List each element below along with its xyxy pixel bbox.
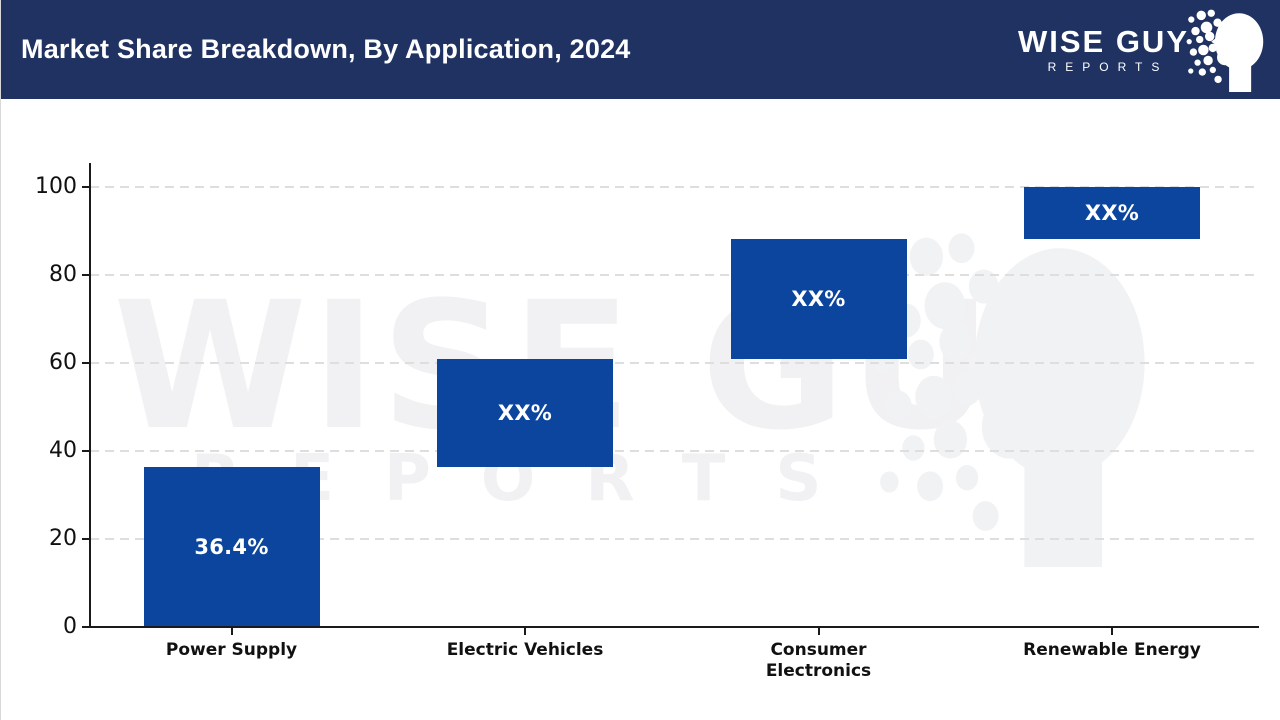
bar-value-label: XX% bbox=[791, 287, 846, 312]
page-title: Market Share Breakdown, By Application, … bbox=[21, 34, 631, 64]
plot-area: 0 20 40 60 80 100 36.4% Power Supply XX% Electric… bbox=[1, 99, 1280, 720]
y-tick-label: 0 bbox=[63, 614, 77, 639]
x-axis-line bbox=[89, 626, 1259, 628]
y-tick bbox=[82, 186, 89, 188]
y-tick-label: 20 bbox=[49, 526, 77, 551]
gridline bbox=[90, 450, 1258, 452]
gridline bbox=[90, 538, 1258, 540]
y-tick bbox=[82, 626, 89, 628]
y-tick-label: 80 bbox=[49, 262, 77, 287]
bar-consumer-electronics: XX% bbox=[730, 238, 907, 360]
bar-electric-vehicles: XX% bbox=[437, 359, 613, 467]
brand-logo: WISE GUY REPORTS bbox=[1018, 0, 1269, 99]
x-tick bbox=[1111, 628, 1113, 635]
x-axis-category-label: Renewable Energy bbox=[1023, 640, 1201, 660]
y-tick bbox=[82, 538, 89, 540]
x-axis-category-label: Power Supply bbox=[165, 640, 298, 660]
x-axis-category-label: Consumer Electronics bbox=[765, 640, 872, 682]
y-tick-label: 40 bbox=[49, 438, 77, 463]
header: Market Share Breakdown, By Application, … bbox=[1, 0, 1280, 99]
bar-value-label: XX% bbox=[1084, 200, 1140, 225]
logo-wordmark-text: WISE GUY bbox=[1017, 24, 1189, 59]
y-tick bbox=[82, 274, 89, 276]
y-axis-line bbox=[89, 163, 91, 628]
watermark-head-graphic bbox=[874, 233, 1145, 567]
gridline bbox=[90, 362, 1258, 364]
gridline bbox=[90, 186, 1258, 188]
x-tick bbox=[817, 628, 820, 635]
y-tick-label: 100 bbox=[35, 174, 77, 199]
bar-power-supply: 36.4% bbox=[143, 466, 320, 627]
y-tick bbox=[82, 450, 89, 452]
bar-renewable-energy: XX% bbox=[1024, 187, 1200, 239]
logo-head-icon bbox=[1186, 9, 1264, 92]
x-tick bbox=[524, 628, 526, 635]
gridline bbox=[90, 274, 1258, 276]
x-axis-category-label: Electric Vehicles bbox=[446, 640, 604, 660]
y-tick bbox=[82, 362, 89, 364]
x-tick bbox=[230, 628, 233, 635]
bar-value-label: 36.4% bbox=[194, 534, 269, 559]
bar-value-label: XX% bbox=[497, 401, 553, 426]
y-tick-label: 60 bbox=[49, 350, 77, 375]
logo-wordmark: WISE GUY REPORTS bbox=[1018, 26, 1189, 73]
chart-area: WISE GUY REPORTS 0 20 40 60 80 100 36.4% Power … bbox=[1, 99, 1280, 720]
logo-subtitle-text: REPORTS bbox=[1047, 60, 1169, 74]
